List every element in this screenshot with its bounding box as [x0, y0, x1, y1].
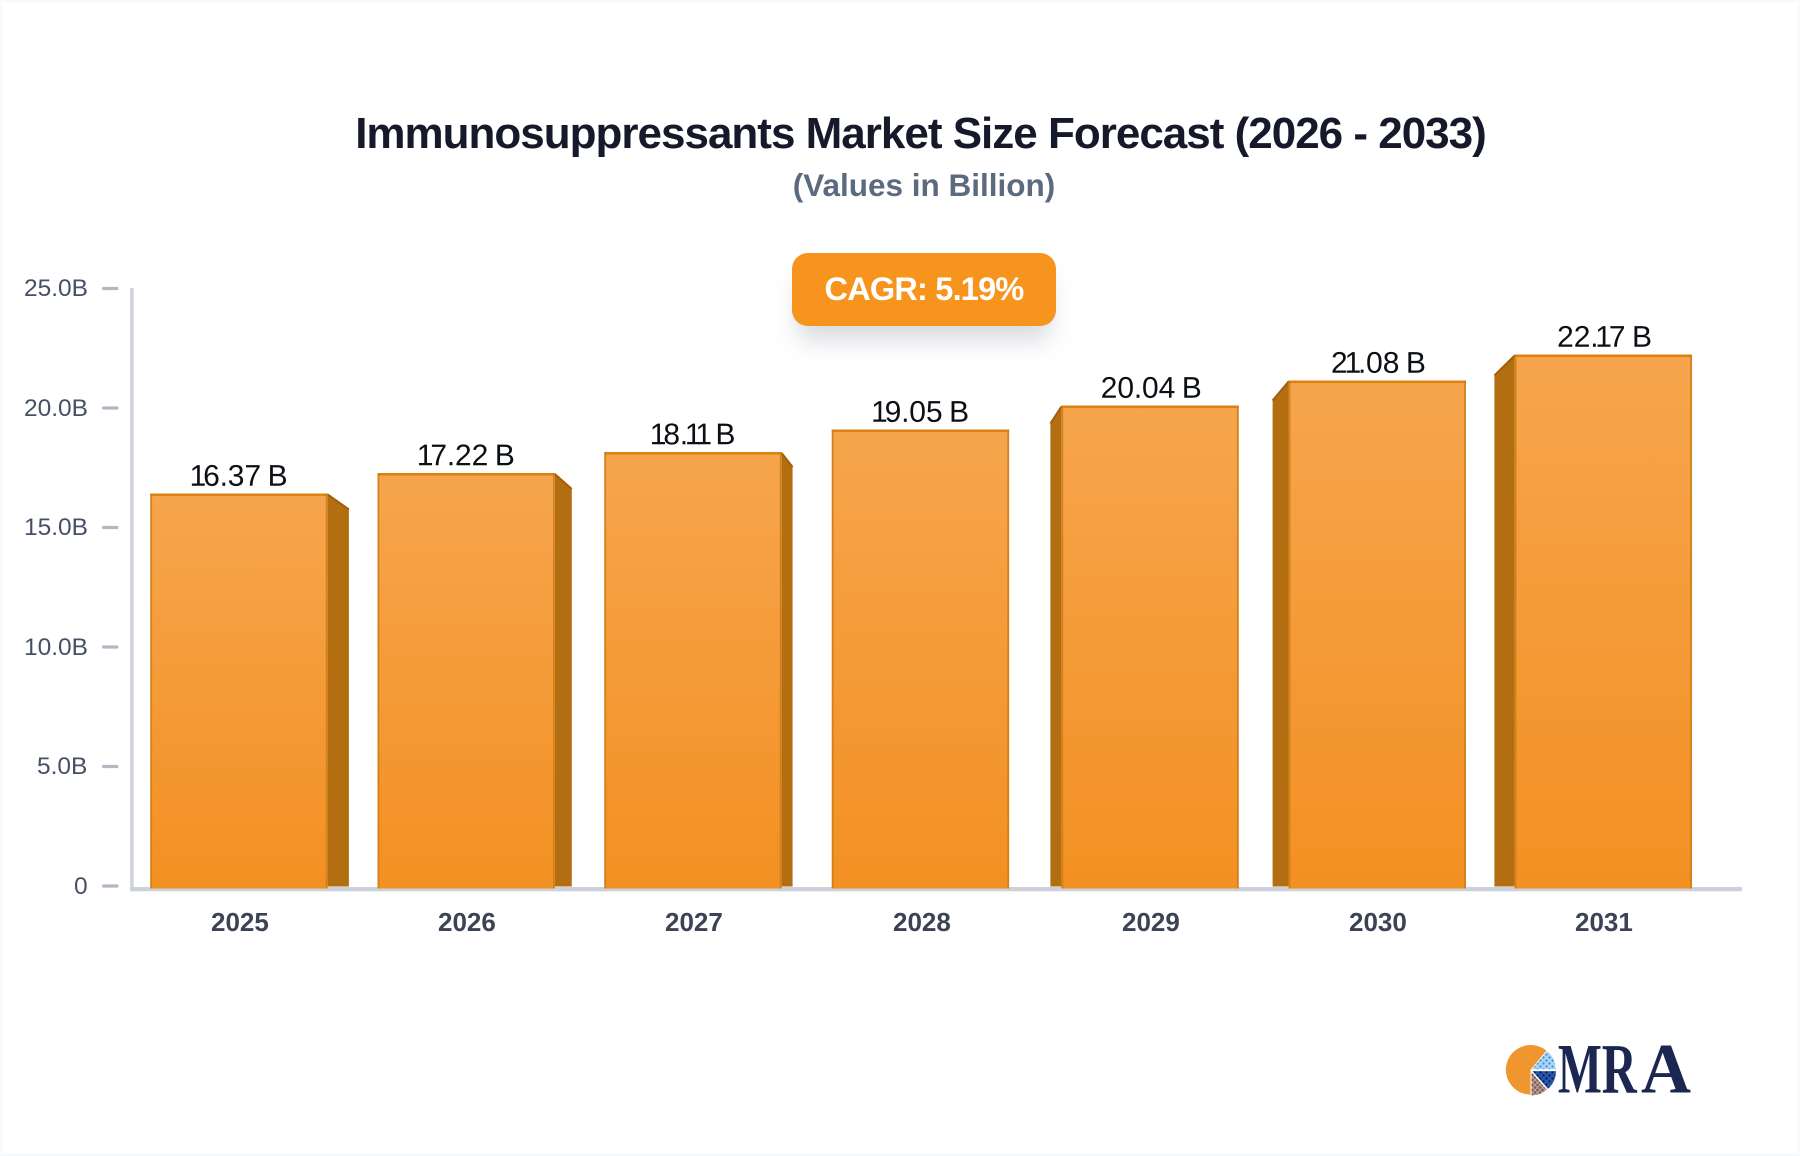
svg-text:M: M: [1558, 1031, 1602, 1109]
svg-text:A: A: [1641, 1031, 1691, 1109]
svg-text:R: R: [1602, 1031, 1637, 1109]
